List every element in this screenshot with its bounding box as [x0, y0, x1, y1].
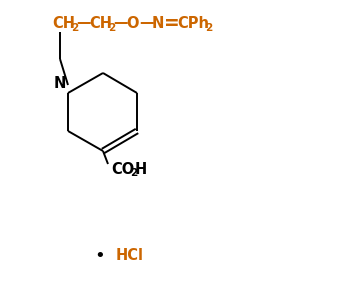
Text: 2: 2	[205, 23, 212, 33]
Text: —: —	[76, 15, 90, 30]
Text: —: —	[139, 15, 154, 30]
Text: CPh: CPh	[177, 17, 209, 32]
Text: CO: CO	[111, 162, 134, 176]
Text: CH: CH	[89, 17, 112, 32]
Text: 2: 2	[130, 168, 137, 178]
Text: —: —	[113, 15, 127, 30]
Text: 2: 2	[108, 23, 115, 33]
Text: =: =	[164, 14, 180, 33]
Text: CH: CH	[52, 17, 75, 32]
Text: 2: 2	[71, 23, 78, 33]
Text: HCl: HCl	[116, 249, 144, 263]
Text: N: N	[54, 76, 66, 91]
Text: N: N	[152, 17, 164, 32]
Text: •: •	[95, 247, 105, 265]
Text: H: H	[135, 162, 147, 176]
Text: O: O	[126, 17, 139, 32]
